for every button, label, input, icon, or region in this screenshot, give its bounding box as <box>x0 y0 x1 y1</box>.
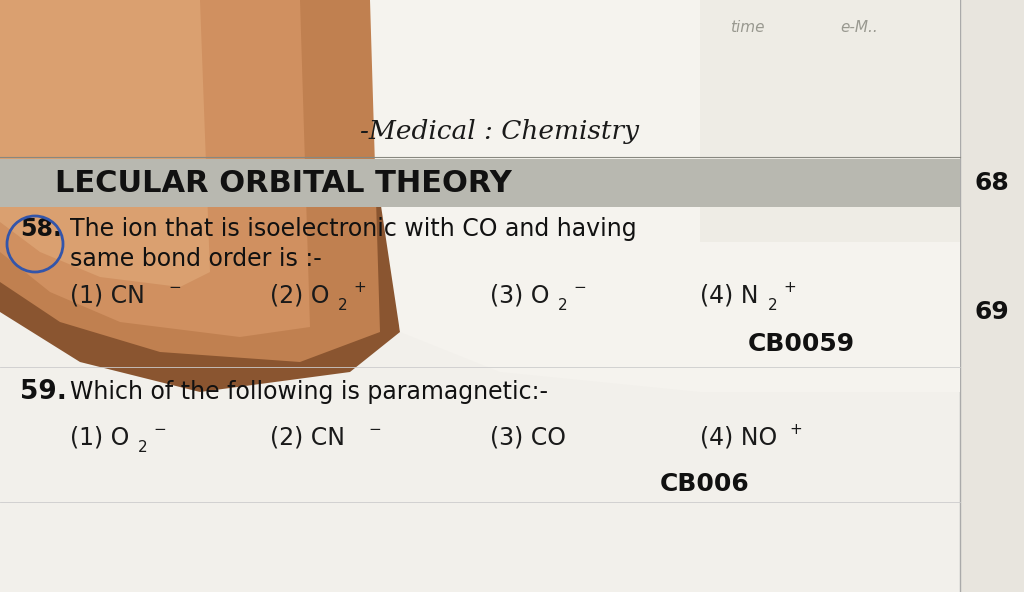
Text: −: − <box>168 281 181 295</box>
Text: 68: 68 <box>975 171 1010 195</box>
Text: (1) O: (1) O <box>70 425 129 449</box>
Text: 2: 2 <box>768 298 777 314</box>
Bar <box>961 0 1024 592</box>
Text: (2) CN: (2) CN <box>270 425 345 449</box>
Text: +: + <box>783 279 796 294</box>
Text: LECULAR ORBITAL THEORY: LECULAR ORBITAL THEORY <box>55 169 512 198</box>
Text: 2: 2 <box>338 298 347 314</box>
Text: 2: 2 <box>558 298 567 314</box>
Text: same bond order is :-: same bond order is :- <box>70 247 322 271</box>
Polygon shape <box>0 0 400 392</box>
Text: e-M..: e-M.. <box>840 20 878 35</box>
Text: +: + <box>353 279 366 294</box>
Polygon shape <box>350 0 961 392</box>
Polygon shape <box>0 0 310 337</box>
Text: (3) O: (3) O <box>490 284 550 308</box>
Bar <box>700 0 961 242</box>
Text: 69: 69 <box>975 300 1010 324</box>
Text: (4) NO: (4) NO <box>700 425 777 449</box>
Text: (3) CO: (3) CO <box>490 425 566 449</box>
Text: 59.: 59. <box>20 379 67 405</box>
Text: CB0059: CB0059 <box>748 332 855 356</box>
Text: 2: 2 <box>138 439 147 455</box>
Text: −: − <box>368 422 381 436</box>
Polygon shape <box>0 0 380 362</box>
Text: The ion that is isoelectronic with CO and having: The ion that is isoelectronic with CO an… <box>70 217 637 241</box>
Text: (1) CN: (1) CN <box>70 284 144 308</box>
Bar <box>0 159 961 207</box>
Text: CB006: CB006 <box>660 472 750 496</box>
Text: (4) N: (4) N <box>700 284 759 308</box>
Text: Which of the following is paramagnetic:-: Which of the following is paramagnetic:- <box>70 380 548 404</box>
Text: 58.: 58. <box>20 217 61 241</box>
Polygon shape <box>0 0 210 287</box>
Text: (2) O: (2) O <box>270 284 330 308</box>
Polygon shape <box>220 0 450 332</box>
Text: +: + <box>790 422 802 436</box>
Text: -Medical : Chemistry: -Medical : Chemistry <box>360 120 639 144</box>
Text: −: − <box>153 422 166 436</box>
Text: −: − <box>573 279 586 294</box>
Text: time: time <box>730 20 765 35</box>
